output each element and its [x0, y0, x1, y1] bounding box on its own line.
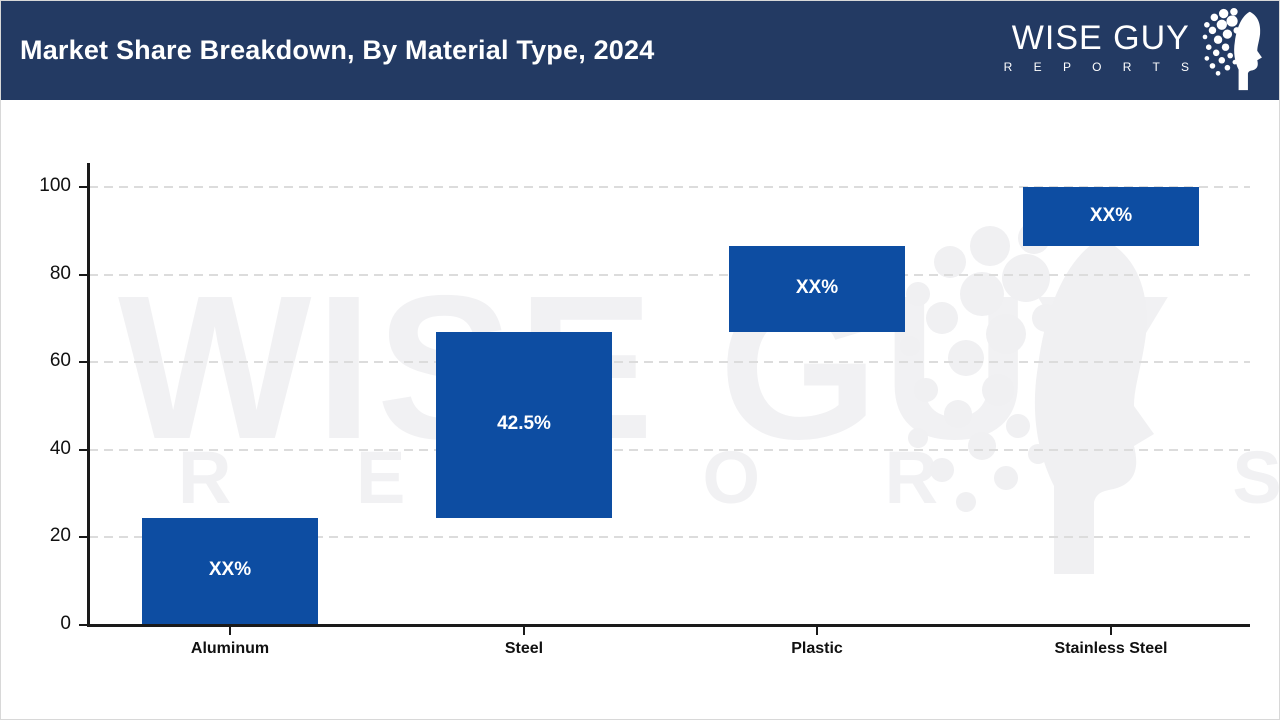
x-axis-category-label: Aluminum	[190, 640, 270, 657]
page-title: Market Share Breakdown, By Material Type…	[20, 35, 655, 65]
header-bar: Market Share Breakdown, By Material Type…	[0, 0, 1280, 100]
bar-value-label: XX%	[208, 559, 252, 581]
y-axis-tick-label: 60	[49, 350, 71, 372]
bar-steel	[436, 331, 612, 518]
bar-value-label: XX%	[1089, 204, 1133, 226]
y-axis-tick-label: 0	[60, 613, 71, 634]
logo-text: WISE GUY R E P O R T S	[1004, 20, 1198, 76]
gridline-80	[89, 273, 1250, 276]
gridline-40	[89, 448, 1250, 451]
y-axis-tick	[79, 186, 89, 188]
watermark-face-icon	[900, 222, 1154, 574]
y-axis-tick	[79, 624, 89, 626]
logo: WISE GUY R E P O R T S	[1004, 6, 1266, 94]
bar-plastic	[729, 246, 905, 332]
y-axis-tick-label: 80	[49, 262, 71, 284]
bar-aluminum	[142, 517, 318, 625]
x-axis-tick	[229, 627, 231, 635]
y-axis-tick	[79, 536, 89, 539]
x-axis-tick	[523, 627, 525, 635]
y-axis-tick-label: 40	[49, 437, 71, 459]
gridline-100	[89, 186, 1250, 188]
logo-name: WISE GUY	[1011, 19, 1190, 57]
x-axis-tick	[816, 627, 818, 635]
y-axis-tick-label: 100	[39, 175, 71, 196]
logo-tagline: R E P O R T S	[1003, 60, 1198, 74]
bar-value-label: 42.5%	[497, 412, 551, 434]
y-axis-tick	[79, 273, 89, 276]
x-axis-category-label: Plastic	[791, 640, 843, 657]
gridline-60	[89, 361, 1250, 364]
bar-stainless-steel	[1023, 187, 1199, 247]
x-axis-category-label: Steel	[504, 640, 544, 657]
y-axis-line	[87, 163, 90, 627]
y-axis-tick	[79, 448, 89, 451]
x-axis-line	[87, 624, 1250, 627]
gridline-20	[89, 536, 1250, 539]
x-axis-tick	[1110, 627, 1112, 635]
y-axis-tick	[79, 361, 89, 364]
y-axis-tick-label: 20	[49, 525, 71, 547]
wise-guy-head-icon	[1202, 8, 1262, 91]
x-axis-category-label: Stainless Steel	[1054, 640, 1168, 657]
bar-value-label: XX%	[795, 276, 839, 298]
